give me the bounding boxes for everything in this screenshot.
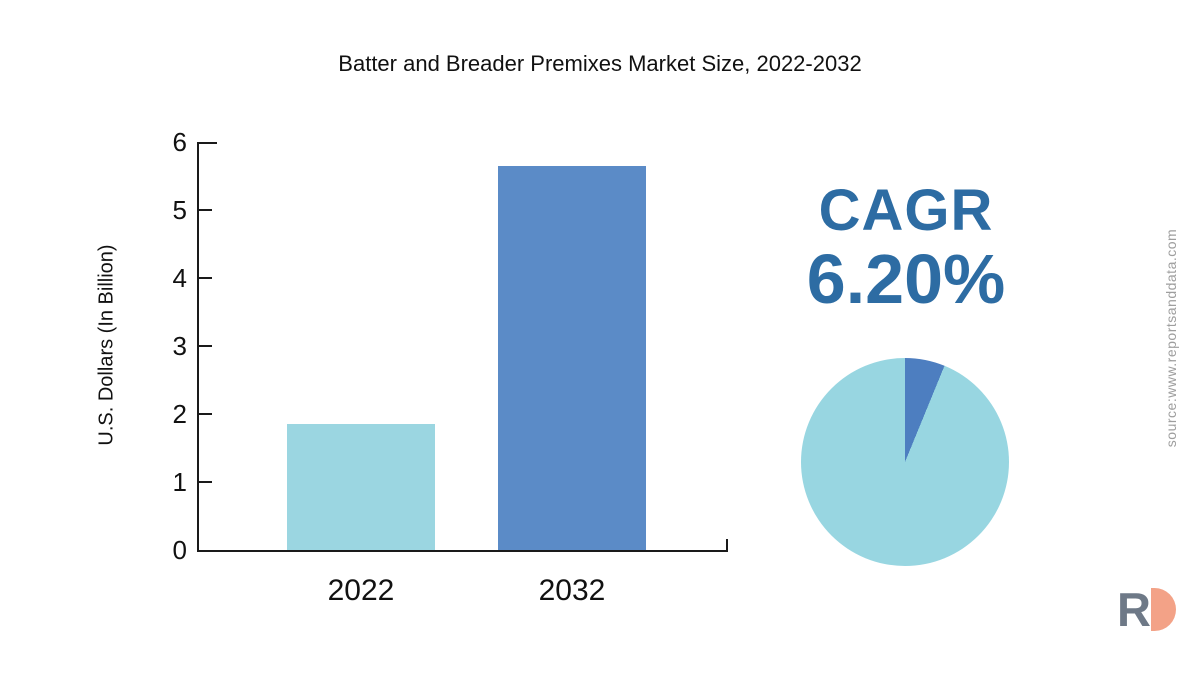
plot-area: 0 1 2 3 4 5 6 2022 2032 xyxy=(173,129,728,606)
chart-title: Batter and Breader Premixes Market Size,… xyxy=(338,51,862,76)
logo-d-shape xyxy=(1150,588,1176,631)
x-label-2022: 2022 xyxy=(327,574,395,607)
bar-2022 xyxy=(287,424,435,550)
axis-right-cap xyxy=(726,539,728,550)
y-tick-label-3: 3 xyxy=(172,331,187,361)
brand-logo: R xyxy=(1117,586,1176,633)
cagr-label: CAGR xyxy=(818,178,994,243)
y-tick-4 xyxy=(199,277,212,279)
logo-letter-r: R xyxy=(1117,583,1151,636)
cagr-block: CAGR 6.20% xyxy=(806,178,1006,318)
y-tick-5 xyxy=(199,209,212,211)
y-tick-3 xyxy=(199,345,212,347)
y-tick-2 xyxy=(199,413,212,415)
y-tick-label-5: 5 xyxy=(172,195,187,225)
x-label-2032: 2032 xyxy=(538,574,606,607)
bar-2032 xyxy=(498,165,646,550)
cagr-value: 6.20% xyxy=(806,239,1006,318)
source-watermark: source:www.reportsanddata.com xyxy=(1163,228,1179,448)
y-axis-label: U.S. Dollars (In Billion) xyxy=(95,244,118,446)
y-tick-label-0: 0 xyxy=(172,535,187,565)
y-tick-label-4: 4 xyxy=(172,263,187,293)
y-tick-1 xyxy=(199,481,212,483)
y-tick-label-1: 1 xyxy=(172,467,187,497)
y-tick-label-2: 2 xyxy=(172,399,187,429)
axis-top-cap xyxy=(199,142,217,144)
pie-chart xyxy=(801,358,1009,566)
y-tick-label-6: 6 xyxy=(172,127,187,157)
